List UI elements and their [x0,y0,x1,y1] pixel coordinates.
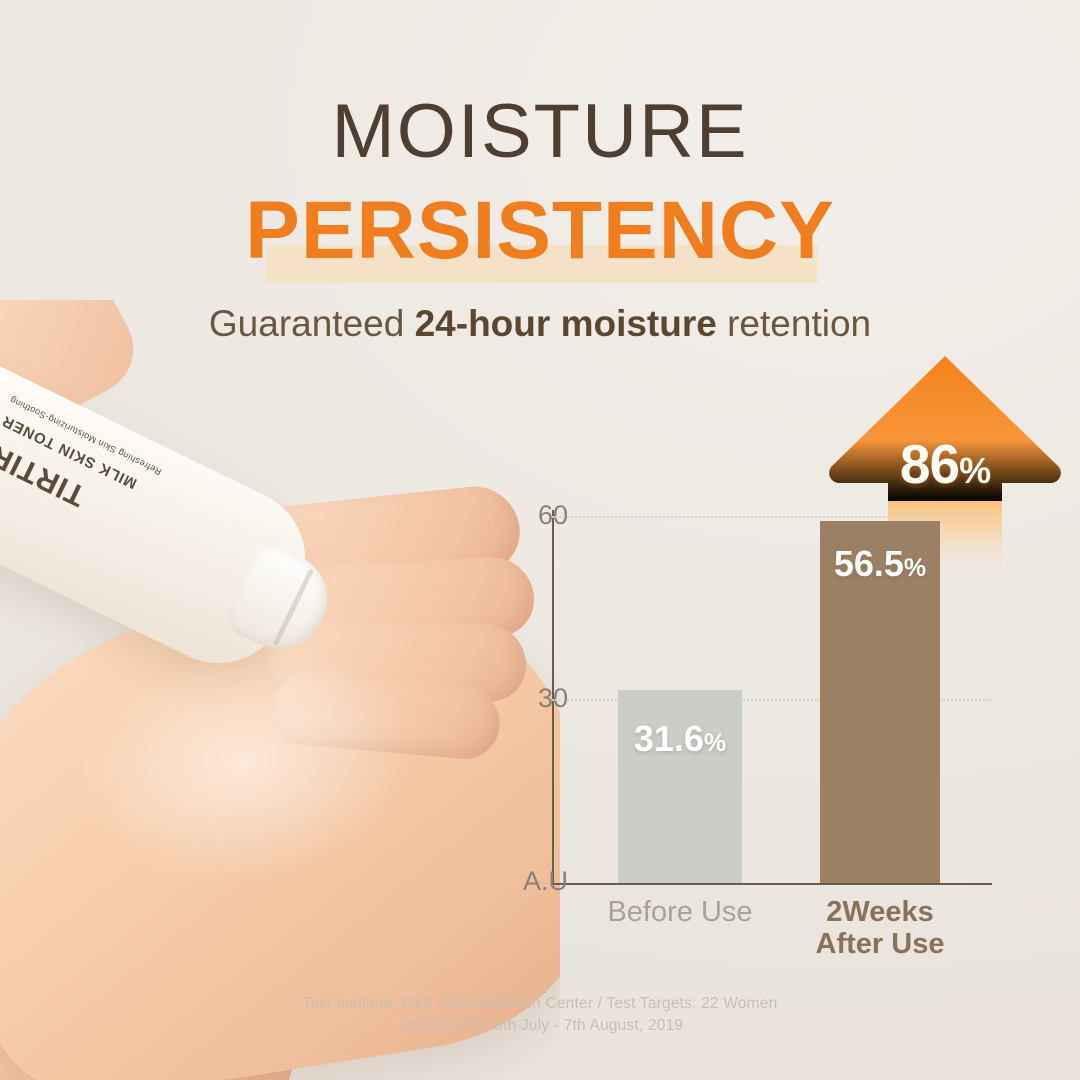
bar-value-before: 31.6% [618,718,742,760]
y-tick-30: 30 [537,683,568,713]
bar-value-before-unit: % [703,729,727,757]
subheadline: Guaranteed 24-hour moisture retention [0,303,1080,345]
subheadline-suffix: retention [716,303,872,344]
y-tick-60: 60 [537,500,568,530]
headline-line-1: MOISTURE [331,89,749,174]
subheadline-prefix: Guaranteed [208,303,415,344]
footnote-line-1: Test Institute: P&K Skin Research Center… [302,995,778,1012]
footnote: Test Institute: P&K Skin Research Center… [0,993,1080,1038]
headline-line-2-wrap: PERSISTENCY [0,190,1080,290]
category-label-after-line2: After Use [815,928,945,961]
gridline-60 [552,516,992,518]
headline-line-2: PERSISTENCY [245,185,835,276]
palm-highlight [48,610,492,970]
improvement-unit: % [959,450,991,491]
bar-before-use: 31.6% [618,690,742,883]
headline-highlight-band [266,245,818,283]
improvement-value: 86% [826,432,1064,496]
y-axis-line [552,510,554,883]
x-axis-line [552,883,992,885]
bar-after-use: 56.5% [820,521,940,883]
up-arrow-icon [829,356,1061,576]
footnote-line-2: Test Period: 23th July - 7th August, 201… [396,1017,684,1035]
product-tube: TIRTIR MILK SKIN TONER Refreshing Skin M… [0,351,342,687]
bar-value-after-number: 56.5 [833,543,904,584]
improvement-badge: 86% [826,352,1064,600]
bar-value-before-number: 31.6 [633,718,704,759]
category-label-before: Before Use [607,896,753,928]
subheadline-emphasis: 24-hour moisture [414,303,717,344]
category-label-after-line1: 2Weeks [826,896,934,928]
category-label-after: 2Weeks After Use [780,896,980,961]
improvement-number: 86 [899,433,960,495]
bar-value-after-unit: % [903,554,927,582]
product-photo: TIRTIR MILK SKIN TONER Refreshing Skin M… [0,300,560,1080]
y-axis-unit-label: A.U [522,866,568,896]
gridline-30 [552,699,992,701]
moisture-bar-chart [500,495,1000,895]
bar-value-after: 56.5% [820,543,940,585]
